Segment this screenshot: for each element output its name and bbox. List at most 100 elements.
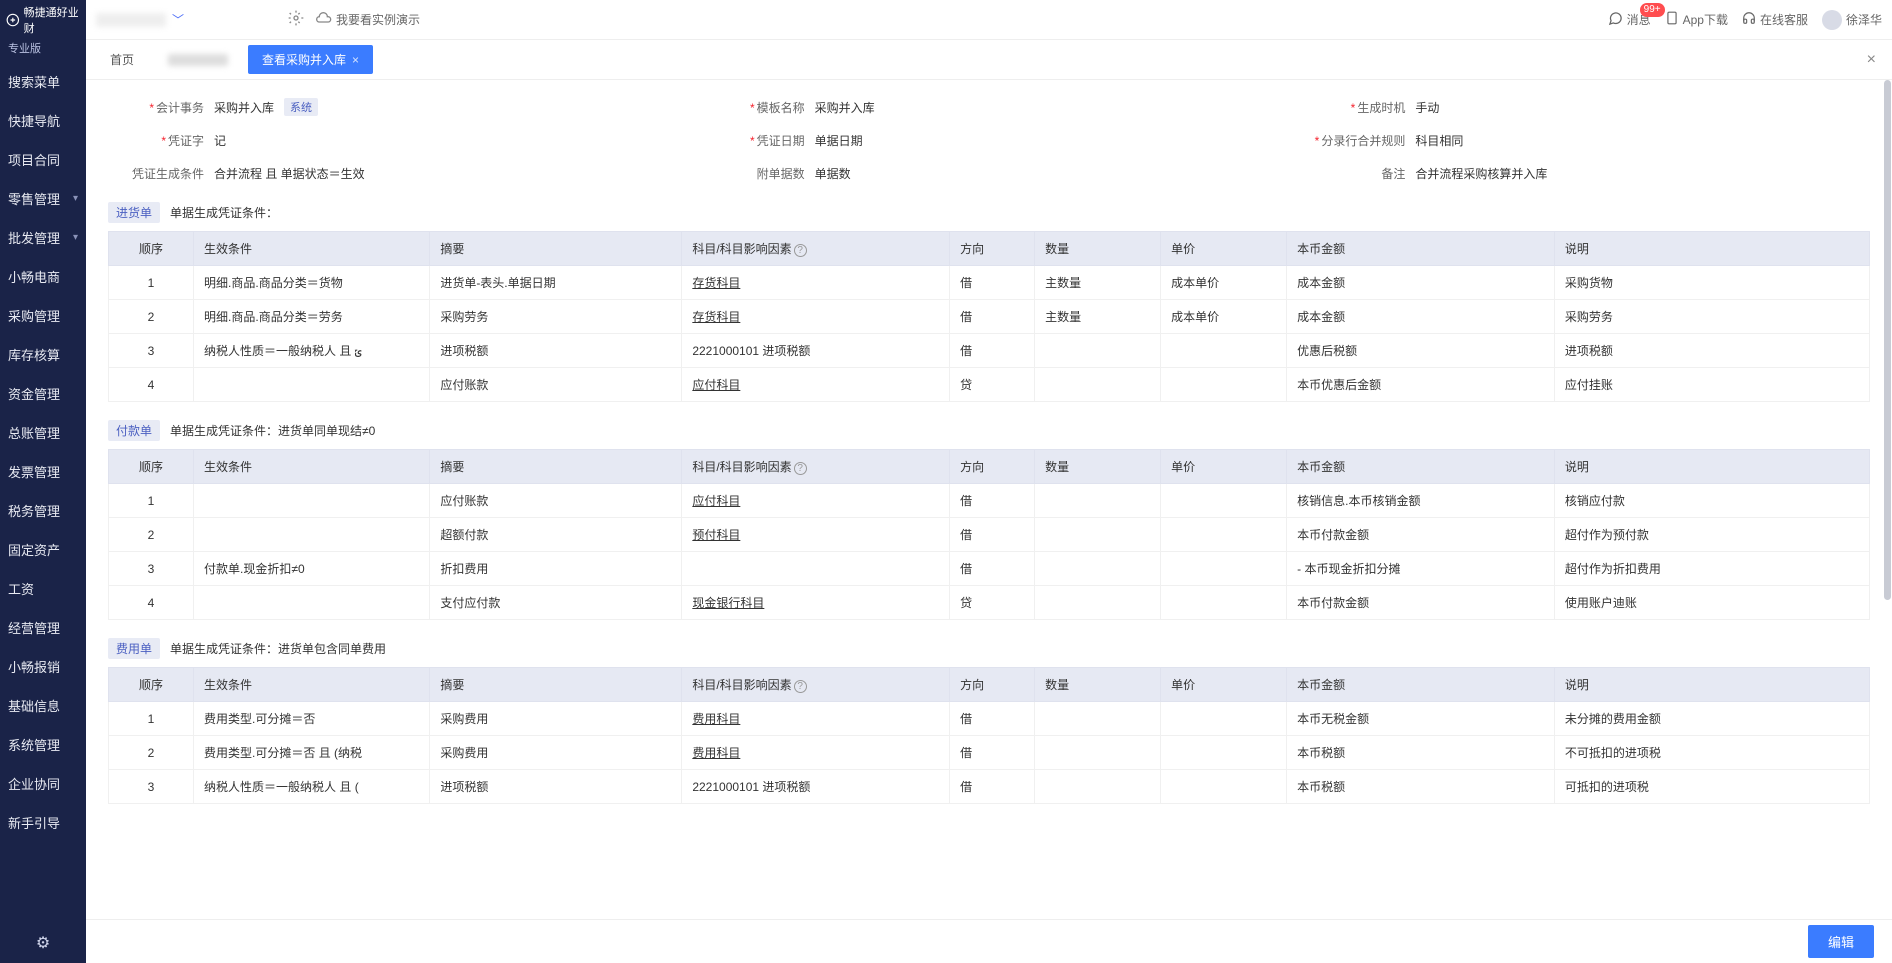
sidebar-item-label: 采购管理 [8, 306, 60, 325]
info-value: 科目相同 [1415, 132, 1463, 149]
table-row: 3付款单.现金折扣≠0折扣费用借- 本币现金折扣分摊超付作为折扣费用 [109, 552, 1870, 586]
cell-qty: 主数量 [1035, 300, 1161, 334]
cell-price [1161, 484, 1287, 518]
org-selector[interactable]: ﹀ [96, 11, 276, 28]
cell-seq: 1 [109, 702, 194, 736]
settings-gear-icon[interactable]: ⚙ [0, 923, 86, 963]
subject-link[interactable]: 存货科目 [692, 276, 740, 290]
subject-link[interactable]: 预付科目 [692, 528, 740, 542]
sidebar-item-14[interactable]: 经营管理 [0, 608, 86, 647]
sidebar-item-label: 总账管理 [8, 423, 60, 442]
sidebar-item-12[interactable]: 固定资产 [0, 530, 86, 569]
tab-home[interactable]: 首页 [96, 45, 148, 74]
gear-icon[interactable] [288, 10, 304, 29]
cell-cond: 纳税人性质＝一般纳税人 且 ( [194, 770, 430, 804]
table-row: 3纳税人性质＝一般纳税人 且 ݶ进项税额2221000101 进项税额借优惠后税… [109, 334, 1870, 368]
close-all-tabs-icon[interactable]: × [1861, 51, 1882, 69]
sidebar-item-7[interactable]: 库存核算 [0, 335, 86, 374]
sidebar-item-label: 固定资产 [8, 540, 60, 559]
col-price: 单价 [1161, 450, 1287, 484]
sidebar-item-16[interactable]: 基础信息 [0, 686, 86, 725]
sidebar-item-18[interactable]: 企业协同 [0, 764, 86, 803]
cell-price [1161, 736, 1287, 770]
subject-link[interactable]: 应付科目 [692, 378, 740, 392]
chevron-down-icon: ﹀ [172, 11, 184, 28]
cell-desc: 核销应付款 [1554, 484, 1869, 518]
subject-link[interactable]: 应付科目 [692, 494, 740, 508]
info-label: *会计事务 [108, 99, 204, 116]
section-condition: 单据生成凭证条件：进货单包含同单费用 [170, 640, 386, 657]
tab-active[interactable]: 查看采购并入库 × [248, 45, 373, 74]
sidebar-item-17[interactable]: 系统管理 [0, 725, 86, 764]
scrollbar[interactable] [1882, 80, 1892, 919]
cell-cond: 纳税人性质＝一般纳税人 且 ݶ [194, 334, 430, 368]
data-table: 顺序生效条件摘要科目/科目影响因素?方向数量单价本币金额说明1费用类型.可分摊＝… [108, 667, 1870, 804]
sidebar-item-15[interactable]: 小畅报销 [0, 647, 86, 686]
cell-qty [1035, 770, 1161, 804]
topbar: ﹀ 我要看实例演示 消息 99+ [86, 0, 1892, 40]
sidebar-item-4[interactable]: 批发管理▾ [0, 218, 86, 257]
info-label: *凭证日期 [709, 132, 805, 149]
info-row3-c: 备注合并流程采购核算并入库 [1309, 165, 1870, 182]
cell-cond: 明细.商品.商品分类＝劳务 [194, 300, 430, 334]
logo-icon [6, 12, 20, 28]
sidebar-item-label: 搜索菜单 [8, 72, 60, 91]
cell-subject: 存货科目 [682, 266, 950, 300]
cell-subject: 费用科目 [682, 702, 950, 736]
cell-cond [194, 484, 430, 518]
sidebar-item-9[interactable]: 总账管理 [0, 413, 86, 452]
edit-button[interactable]: 编辑 [1808, 925, 1874, 958]
sidebar-item-label: 系统管理 [8, 735, 60, 754]
info-value: 合并流程 且 单据状态＝生效 [214, 165, 365, 182]
sidebar-item-5[interactable]: 小畅电商 [0, 257, 86, 296]
tab-blurred[interactable] [154, 48, 242, 72]
help-icon[interactable]: ? [794, 462, 807, 475]
sidebar-item-6[interactable]: 采购管理 [0, 296, 86, 335]
help-icon[interactable]: ? [794, 680, 807, 693]
cell-subject: 存货科目 [682, 300, 950, 334]
demo-link[interactable]: 我要看实例演示 [316, 10, 420, 29]
sidebar-item-10[interactable]: 发票管理 [0, 452, 86, 491]
sidebar-item-label: 零售管理 [8, 189, 60, 208]
sidebar-item-3[interactable]: 零售管理▾ [0, 179, 86, 218]
sidebar-item-label: 企业协同 [8, 774, 60, 793]
sidebar-item-11[interactable]: 税务管理 [0, 491, 86, 530]
section-1: 付款单单据生成凭证条件：进货单同单现结≠0顺序生效条件摘要科目/科目影响因素?方… [108, 420, 1870, 620]
cell-cond [194, 368, 430, 402]
subject-link[interactable]: 存货科目 [692, 310, 740, 324]
cell-seq: 4 [109, 368, 194, 402]
edition-label: 专业版 [0, 40, 86, 62]
user-menu[interactable]: 徐泽华 [1822, 10, 1882, 30]
info-label: *凭证字 [108, 132, 204, 149]
data-table: 顺序生效条件摘要科目/科目影响因素?方向数量单价本币金额说明1应付账款应付科目借… [108, 449, 1870, 620]
table-row: 1应付账款应付科目借核销信息.本币核销金额核销应付款 [109, 484, 1870, 518]
sidebar-item-label: 快捷导航 [8, 111, 60, 130]
cell-subject: 2221000101 进项税额 [682, 334, 950, 368]
cell-desc: 进项税额 [1554, 334, 1869, 368]
sidebar-item-8[interactable]: 资金管理 [0, 374, 86, 413]
close-icon[interactable]: × [352, 53, 359, 67]
sidebar-item-0[interactable]: 搜索菜单 [0, 62, 86, 101]
col-cond: 生效条件 [194, 668, 430, 702]
subject-link[interactable]: 现金银行科目 [692, 596, 764, 610]
sidebar-item-13[interactable]: 工资 [0, 569, 86, 608]
help-icon[interactable]: ? [794, 244, 807, 257]
subject-link[interactable]: 费用科目 [692, 712, 740, 726]
cell-subject: 费用科目 [682, 736, 950, 770]
subject-link[interactable]: 费用科目 [692, 746, 740, 760]
sidebar-item-2[interactable]: 项目合同 [0, 140, 86, 179]
sidebar-item-label: 资金管理 [8, 384, 60, 403]
cell-dir: 贷 [950, 586, 1035, 620]
cell-seq: 4 [109, 586, 194, 620]
sidebar-item-1[interactable]: 快捷导航 [0, 101, 86, 140]
online-service[interactable]: 在线客服 [1742, 11, 1808, 28]
sidebar: 畅捷通好业财 专业版 搜索菜单快捷导航项目合同零售管理▾批发管理▾小畅电商采购管… [0, 0, 86, 963]
scrollbar-thumb[interactable] [1884, 80, 1891, 600]
info-row1-b: *模板名称采购并入库 [709, 98, 1270, 116]
messages[interactable]: 消息 99+ [1608, 11, 1651, 29]
cell-amount: 本币税额 [1287, 770, 1555, 804]
app-download[interactable]: App下载 [1665, 11, 1728, 28]
section-2: 费用单单据生成凭证条件：进货单包含同单费用顺序生效条件摘要科目/科目影响因素?方… [108, 638, 1870, 804]
sidebar-item-19[interactable]: 新手引导 [0, 803, 86, 842]
cell-dir: 借 [950, 736, 1035, 770]
